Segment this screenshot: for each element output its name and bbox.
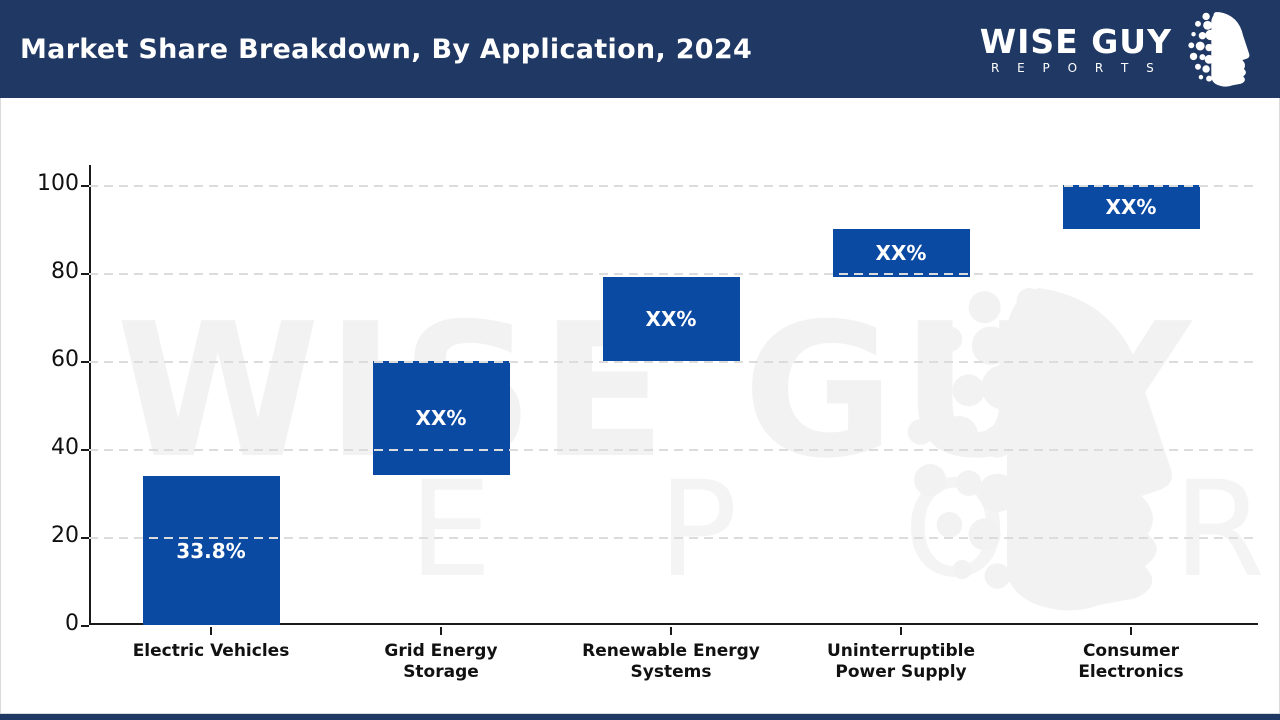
y-tick-mark	[81, 625, 89, 627]
y-tick-label: 60	[51, 347, 79, 372]
y-tick-label: 80	[51, 259, 79, 284]
y-tick-label: 100	[37, 171, 79, 196]
y-tick-mark	[81, 537, 89, 539]
x-tick-mark	[1130, 627, 1132, 635]
category-label: Renewable Energy Systems	[582, 641, 760, 683]
bar-value-label: 33.8%	[176, 538, 246, 563]
y-tick-label: 40	[51, 435, 79, 460]
bar-value-label: XX%	[875, 241, 927, 266]
header-bar: Market Share Breakdown, By Application, …	[0, 0, 1280, 98]
bar	[832, 229, 970, 278]
x-tick-mark	[670, 627, 672, 635]
y-tick-mark	[81, 361, 89, 363]
gridline	[89, 273, 1258, 275]
chart-area: WISE GUY R E P O R T S 02040608010033.8%…	[0, 98, 1280, 714]
bar	[142, 476, 280, 625]
page-title: Market Share Breakdown, By Application, …	[20, 33, 753, 65]
x-tick-mark	[210, 627, 212, 635]
gridline	[89, 361, 1258, 363]
x-tick-mark	[900, 627, 902, 635]
gridline	[89, 185, 1258, 187]
y-tick-label: 0	[65, 611, 79, 636]
wise-guy-logo: WISE GUY R E P O R T S	[980, 10, 1252, 88]
plot-area	[89, 165, 1258, 625]
y-tick-mark	[81, 273, 89, 275]
y-tick-mark	[81, 185, 89, 187]
category-label: Uninterruptible Power Supply	[826, 641, 975, 683]
y-tick-label: 20	[51, 523, 79, 548]
logo-subtext: R E P O R T S	[990, 60, 1161, 75]
x-tick-mark	[440, 627, 442, 635]
bar-value-label: XX%	[415, 406, 467, 431]
logo-face-icon	[1188, 12, 1250, 87]
gridline	[89, 449, 1258, 451]
bar	[602, 277, 740, 361]
y-tick-mark	[81, 449, 89, 451]
bar-value-label: XX%	[1105, 195, 1157, 219]
category-label: Grid Energy Storage	[384, 641, 498, 683]
category-label: Electric Vehicles	[132, 641, 290, 661]
logo-wordmark: WISE GUY	[979, 21, 1172, 61]
gridline	[89, 537, 1258, 539]
category-label: Consumer Electronics	[1078, 641, 1184, 683]
bar	[372, 361, 510, 476]
bar	[1062, 185, 1200, 229]
bar-value-label: XX%	[645, 307, 697, 332]
footer-divider	[0, 713, 1280, 714]
footer-bar	[0, 714, 1280, 720]
